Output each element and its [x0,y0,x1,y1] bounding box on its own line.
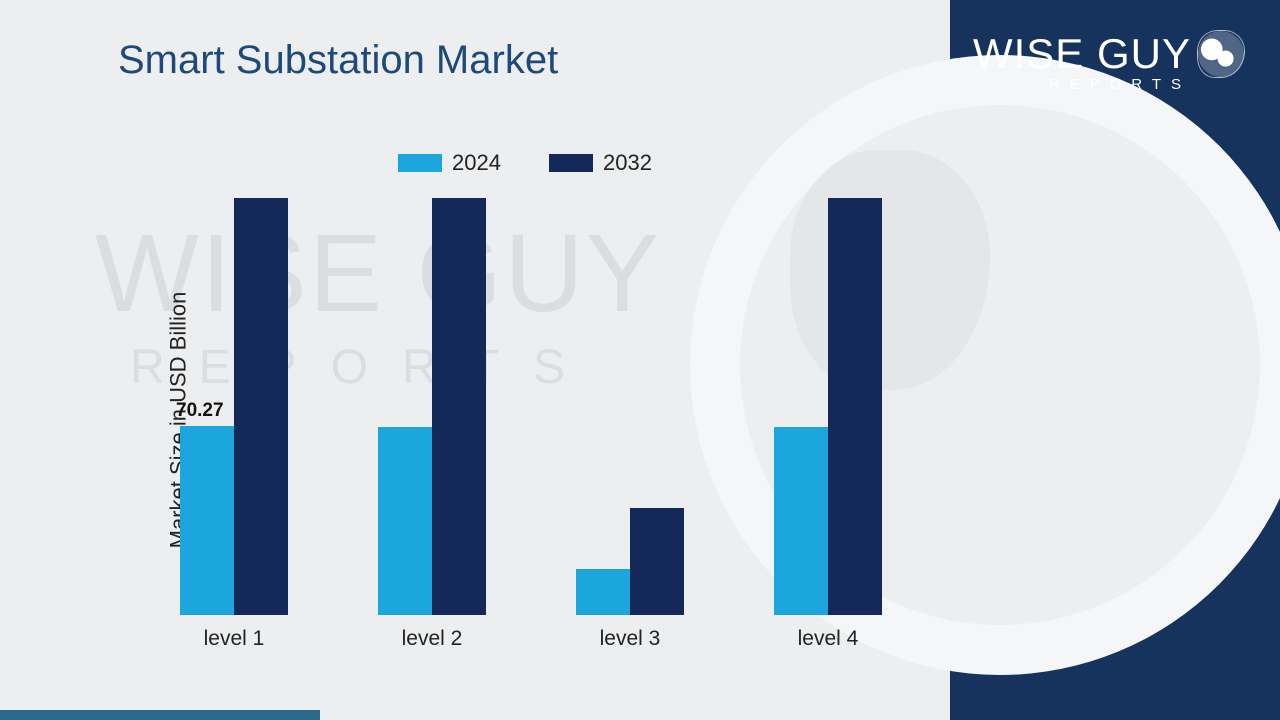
bar [180,426,234,615]
x-category-label: level 4 [774,627,882,651]
brand-head-icon [1197,30,1245,78]
legend-swatch-2024 [398,154,442,172]
bar [828,198,882,615]
brand-logo-line2: REPORTS [973,76,1191,93]
plot-area: level 1level 2level 3level 470.27 [130,185,980,615]
legend-item-2024: 2024 [398,150,501,176]
brand-logo-line1: WISE GUY [973,30,1245,78]
legend-item-2032: 2032 [549,150,652,176]
bar [576,569,630,615]
bar-group: level 2 [378,198,486,615]
bar [774,427,828,615]
bar [630,508,684,616]
brand-logo-text: WISE GUY [973,30,1191,78]
bar [432,198,486,615]
legend: 2024 2032 [70,150,980,176]
bar-group: level 4 [774,198,882,615]
x-category-label: level 3 [576,627,684,651]
legend-label-2032: 2032 [603,150,652,176]
brand-logo: WISE GUY REPORTS [973,30,1245,93]
bar [378,427,432,615]
page-root: WISE GUY REPORTS Smart Substation Market… [0,0,1280,720]
bar-group: level 3 [576,508,684,616]
bar [234,198,288,615]
x-category-label: level 1 [180,627,288,651]
legend-swatch-2032 [549,154,593,172]
chart-area: Market Size in USD Billion 2024 2032 lev… [70,185,980,655]
legend-label-2024: 2024 [452,150,501,176]
chart-title: Smart Substation Market [118,38,558,83]
data-label: 70.27 [176,400,224,422]
x-category-label: level 2 [378,627,486,651]
decor-bottom-bar [0,710,320,720]
